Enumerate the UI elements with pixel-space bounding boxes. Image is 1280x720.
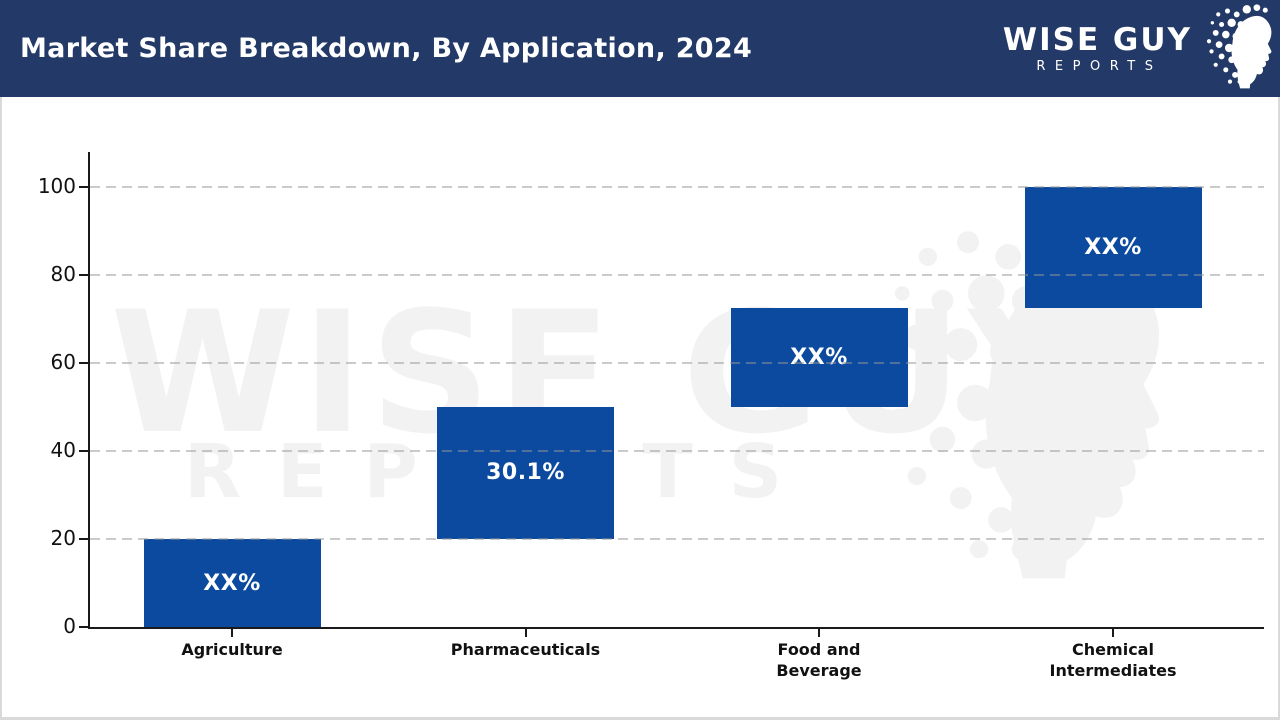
y-tick-label: 0 xyxy=(63,614,76,638)
y-tick-mark xyxy=(79,362,88,364)
page-title: Market Share Breakdown, By Application, … xyxy=(20,33,753,64)
y-tick-mark xyxy=(79,538,88,540)
y-tick-label: 80 xyxy=(50,262,76,286)
x-tick-mark xyxy=(524,629,527,637)
y-tick-mark xyxy=(79,186,88,188)
logo-face-icon xyxy=(1188,4,1272,92)
wise-guy-logo: WISE GUY REPORTS xyxy=(1003,4,1272,92)
bar-value-label: XX% xyxy=(1084,234,1142,260)
y-tick-label: 100 xyxy=(37,174,76,198)
bar-pharmaceuticals: 30.1% xyxy=(437,406,614,539)
x-category-label-agriculture: Agriculture xyxy=(181,640,283,659)
x-tick-mark xyxy=(818,629,820,637)
x-category-label-food-and-beverage: Food and Beverage xyxy=(776,640,862,680)
x-category-label-pharmaceuticals: Pharmaceuticals xyxy=(450,640,601,659)
bar-value-label: XX% xyxy=(790,344,848,370)
y-tick-label: 20 xyxy=(50,526,76,550)
logo-wordmark: WISE GUY REPORTS xyxy=(1003,23,1192,74)
x-category-label-chemical-intermediates: Chemical Intermediates xyxy=(1049,640,1177,680)
y-tick-label: 60 xyxy=(50,350,76,374)
header: Market Share Breakdown, By Application, … xyxy=(0,0,1280,97)
bar-chemical-intermediates: XX% xyxy=(1024,187,1202,308)
logo-wordmark-sub: REPORTS xyxy=(1036,58,1163,74)
y-tick-mark xyxy=(79,274,88,276)
gridline xyxy=(90,538,1264,540)
y-tick-label: 40 xyxy=(50,438,76,462)
x-tick-mark xyxy=(1112,629,1114,637)
bar-agriculture: XX% xyxy=(143,539,321,627)
y-tick-mark xyxy=(79,450,88,452)
y-tick-mark xyxy=(79,626,88,628)
gridline xyxy=(90,274,1264,276)
gridline xyxy=(90,362,1264,364)
logo-wordmark-main: WISE GUY xyxy=(1002,21,1192,58)
bar-value-label: 30.1% xyxy=(486,460,565,486)
bar-value-label: XX% xyxy=(203,570,261,596)
gridline xyxy=(90,450,1264,452)
chart-area: WISE GUY REPORTS 020406080100XX%Agricult… xyxy=(0,97,1280,720)
y-axis-spine xyxy=(88,152,90,629)
x-axis-spine xyxy=(88,627,1264,629)
bar-food-and-beverage: XX% xyxy=(730,307,908,407)
x-tick-mark xyxy=(231,629,233,637)
gridline xyxy=(90,186,1264,188)
